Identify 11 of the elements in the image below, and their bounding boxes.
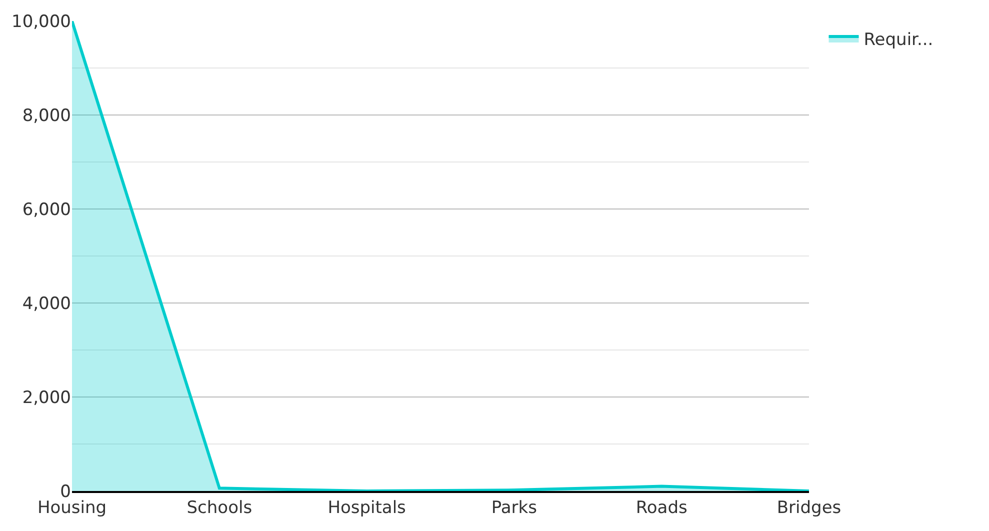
legend-label: Requir... — [864, 30, 934, 50]
y-tick-label: 4,000 — [22, 294, 71, 314]
x-tick-label: Roads — [636, 498, 688, 518]
y-tick-label: 2,000 — [22, 388, 71, 408]
x-tick-label: Bridges — [776, 498, 842, 518]
x-tick-label: Parks — [491, 498, 538, 518]
x-tick-label: Hospitals — [328, 498, 406, 518]
x-tick-label: Schools — [186, 498, 252, 518]
y-tick-label: 6,000 — [22, 200, 71, 220]
y-tick-label: 8,000 — [22, 106, 71, 126]
y-tick-label: 10,000 — [12, 12, 71, 32]
